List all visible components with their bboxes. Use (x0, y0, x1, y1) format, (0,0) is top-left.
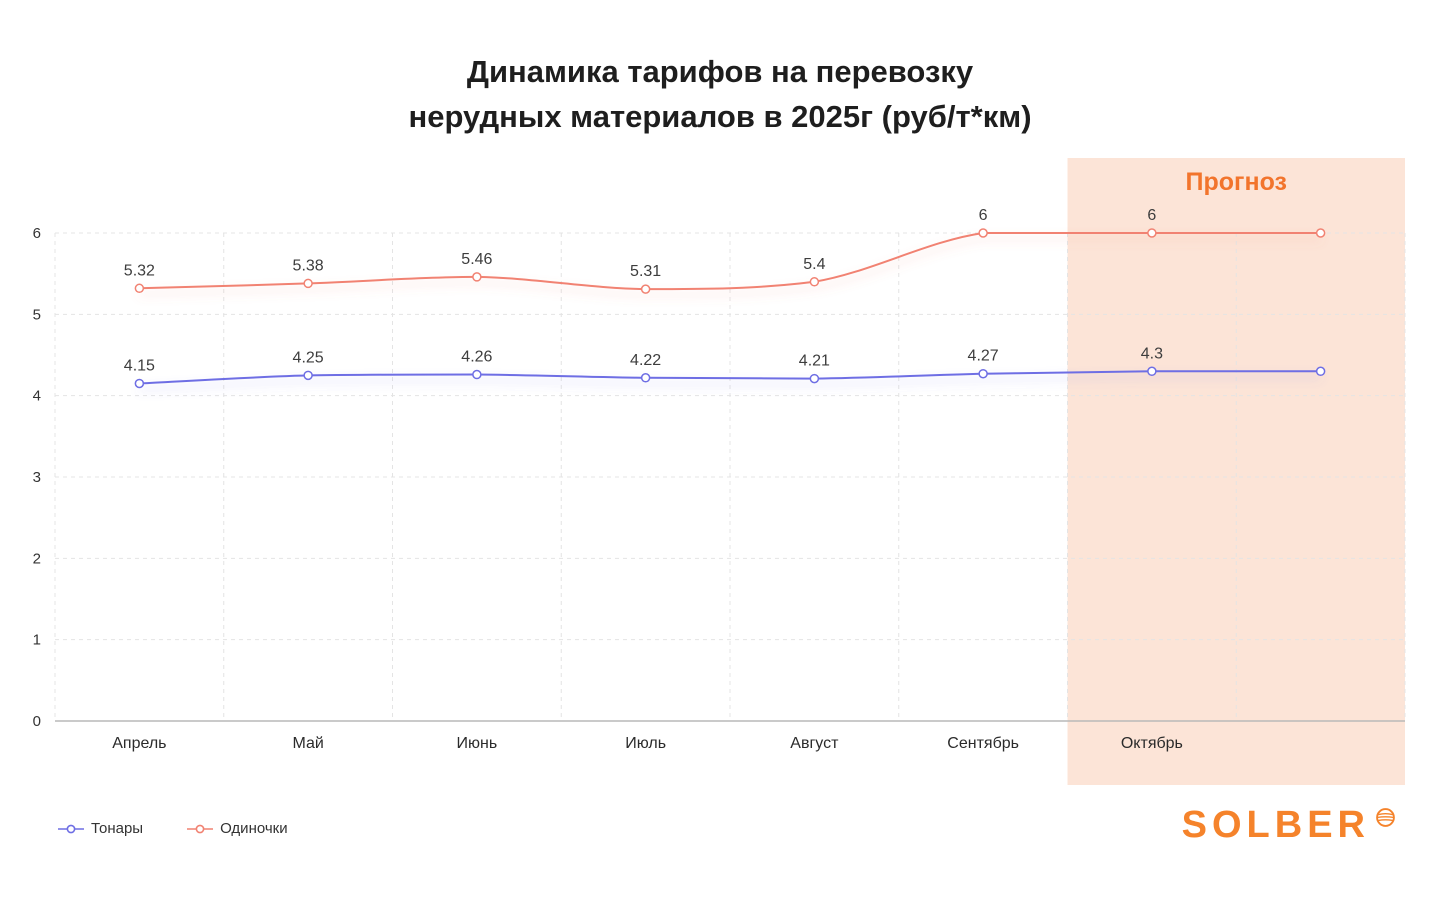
forecast-region (1067, 158, 1405, 785)
legend-line-marker-icon (187, 824, 214, 833)
y-tick-label: 2 (33, 550, 41, 567)
legend-item-tonary[interactable]: Тонары (58, 820, 143, 837)
data-point[interactable] (472, 272, 482, 282)
legend-label-tonary: Тонары (91, 820, 144, 837)
data-point[interactable] (978, 368, 988, 379)
y-tick-label: 3 (33, 469, 41, 486)
data-point[interactable] (809, 277, 820, 287)
data-point[interactable] (1315, 366, 1326, 377)
data-label: 6 (979, 207, 988, 224)
chart-title-line1: Динамика тарифов на перевозку (466, 54, 974, 89)
data-label: 5.46 (461, 251, 492, 268)
globe-icon (1376, 808, 1395, 827)
y-tick-label: 5 (33, 306, 41, 323)
solber-logo: SOLBER (1182, 806, 1396, 844)
data-label: 4.3 (1141, 345, 1163, 362)
y-tick-label: 1 (33, 632, 41, 649)
forecast-label: Прогноз (1186, 168, 1287, 196)
x-tick-label: Июнь (457, 735, 498, 752)
data-point[interactable] (1147, 228, 1157, 238)
data-label: 4.21 (799, 353, 830, 370)
legend-line-marker-icon (58, 824, 84, 833)
data-label: 5.38 (293, 257, 324, 274)
x-tick-label: Апрель (112, 735, 166, 752)
data-point[interactable] (640, 373, 651, 383)
data-label: 5.32 (124, 262, 155, 279)
y-tick-label: 4 (33, 388, 41, 405)
data-label: 6 (1147, 207, 1156, 224)
data-label: 5.31 (630, 263, 661, 280)
line-series-1 (139, 231, 1321, 291)
x-tick-label: Сентябрь (947, 735, 1019, 752)
data-point[interactable] (1147, 366, 1157, 377)
chart-legend: Тонары Одиночки (58, 820, 288, 837)
line-series-0 (139, 370, 1321, 385)
chart-title: Динамика тарифов на перевозку нерудных м… (0, 50, 1440, 140)
chart-title-line2: нерудных материалов в 2025г (руб/т*км) (408, 98, 1032, 134)
x-tick-label: Октябрь (1121, 735, 1183, 752)
data-point[interactable] (1315, 228, 1326, 238)
data-point[interactable] (134, 378, 145, 389)
data-point[interactable] (809, 373, 820, 384)
data-label: 4.26 (461, 349, 492, 366)
y-tick-label: 0 (33, 713, 41, 730)
data-label: 4.27 (968, 348, 999, 365)
data-point[interactable] (978, 228, 988, 238)
data-point[interactable] (303, 278, 313, 289)
x-tick-label: Август (790, 735, 839, 752)
x-tick-label: Май (292, 735, 323, 752)
data-point[interactable] (303, 370, 313, 381)
legend-label-odinochki: Одиночки (220, 820, 288, 837)
data-point[interactable] (472, 369, 482, 380)
data-point[interactable] (134, 283, 145, 294)
solber-logo-text: SOLBER (1181, 804, 1370, 846)
legend-item-odinochki[interactable]: Одиночки (187, 820, 288, 837)
data-label: 4.15 (124, 357, 155, 374)
data-label: 4.25 (293, 349, 324, 366)
y-tick-label: 6 (33, 225, 41, 242)
data-label: 5.4 (803, 256, 825, 273)
x-tick-label: Июль (625, 735, 666, 752)
data-point[interactable] (640, 284, 651, 294)
data-label: 4.22 (630, 352, 661, 369)
